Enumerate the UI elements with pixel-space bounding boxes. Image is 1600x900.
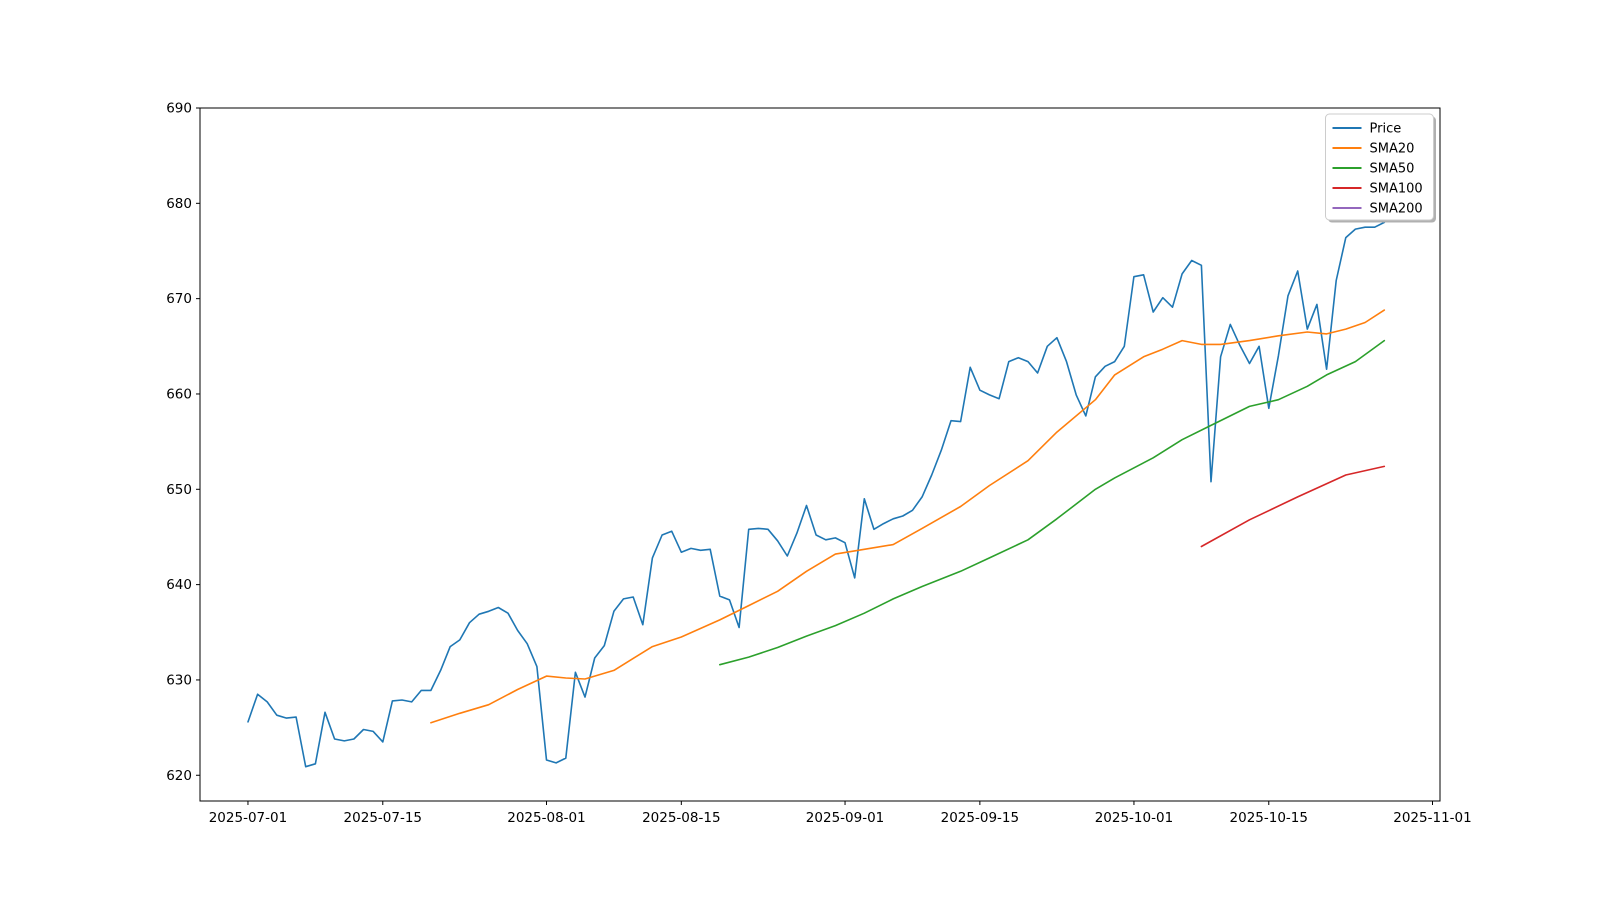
x-tick-label: 2025-07-15 xyxy=(344,810,422,826)
x-tick-label: 2025-08-15 xyxy=(642,810,720,826)
y-tick-label: 670 xyxy=(166,291,192,307)
legend-box xyxy=(1325,113,1434,221)
series-line-price xyxy=(247,221,1386,768)
legend-item-sma20: SMA20 xyxy=(1332,142,1415,157)
legend: Price SMA20 SMA50 SMA100 SMA200 xyxy=(1325,113,1436,223)
legend-label-sma100: SMA100 xyxy=(1370,182,1423,197)
y-tick-label: 630 xyxy=(166,672,192,688)
axes-frame xyxy=(199,107,1441,802)
y-tick-label: 680 xyxy=(166,196,192,212)
x-tick-label: 2025-09-01 xyxy=(806,810,884,826)
x-tick-label: 2025-08-01 xyxy=(507,810,585,826)
series-line-sma100 xyxy=(1200,465,1386,548)
series-line-sma50 xyxy=(718,339,1386,666)
y-tick-label: 650 xyxy=(166,482,192,498)
y-tick-label: 690 xyxy=(166,101,192,117)
legend-label-price: Price xyxy=(1370,122,1402,137)
x-tick-label: 2025-09-15 xyxy=(941,810,1019,826)
legend-item-sma200: SMA200 xyxy=(1332,202,1423,217)
legend-item-price: Price xyxy=(1332,122,1402,137)
series-lines xyxy=(247,221,1386,768)
legend-item-sma50: SMA50 xyxy=(1332,162,1415,177)
legend-label-sma20: SMA20 xyxy=(1370,142,1415,157)
y-tick-label: 640 xyxy=(166,577,192,593)
legend-label-sma200: SMA200 xyxy=(1370,202,1423,217)
y-tick-label: 660 xyxy=(166,386,192,402)
x-tick-label: 2025-10-01 xyxy=(1095,810,1173,826)
legend-item-sma100: SMA100 xyxy=(1332,182,1423,197)
series-line-sma20 xyxy=(430,309,1386,724)
x-tick-label: 2025-07-01 xyxy=(209,810,287,826)
y-tick-label: 620 xyxy=(166,768,192,784)
x-tick-label: 2025-10-15 xyxy=(1230,810,1308,826)
x-tick-label: 2025-11-01 xyxy=(1393,810,1471,826)
y-axis: 620 630 640 650 660 670 680 690 xyxy=(166,101,200,784)
x-axis: 2025-07-01 2025-07-15 2025-08-01 2025-08-15… xyxy=(209,801,1472,826)
legend-label-sma50: SMA50 xyxy=(1370,162,1415,177)
